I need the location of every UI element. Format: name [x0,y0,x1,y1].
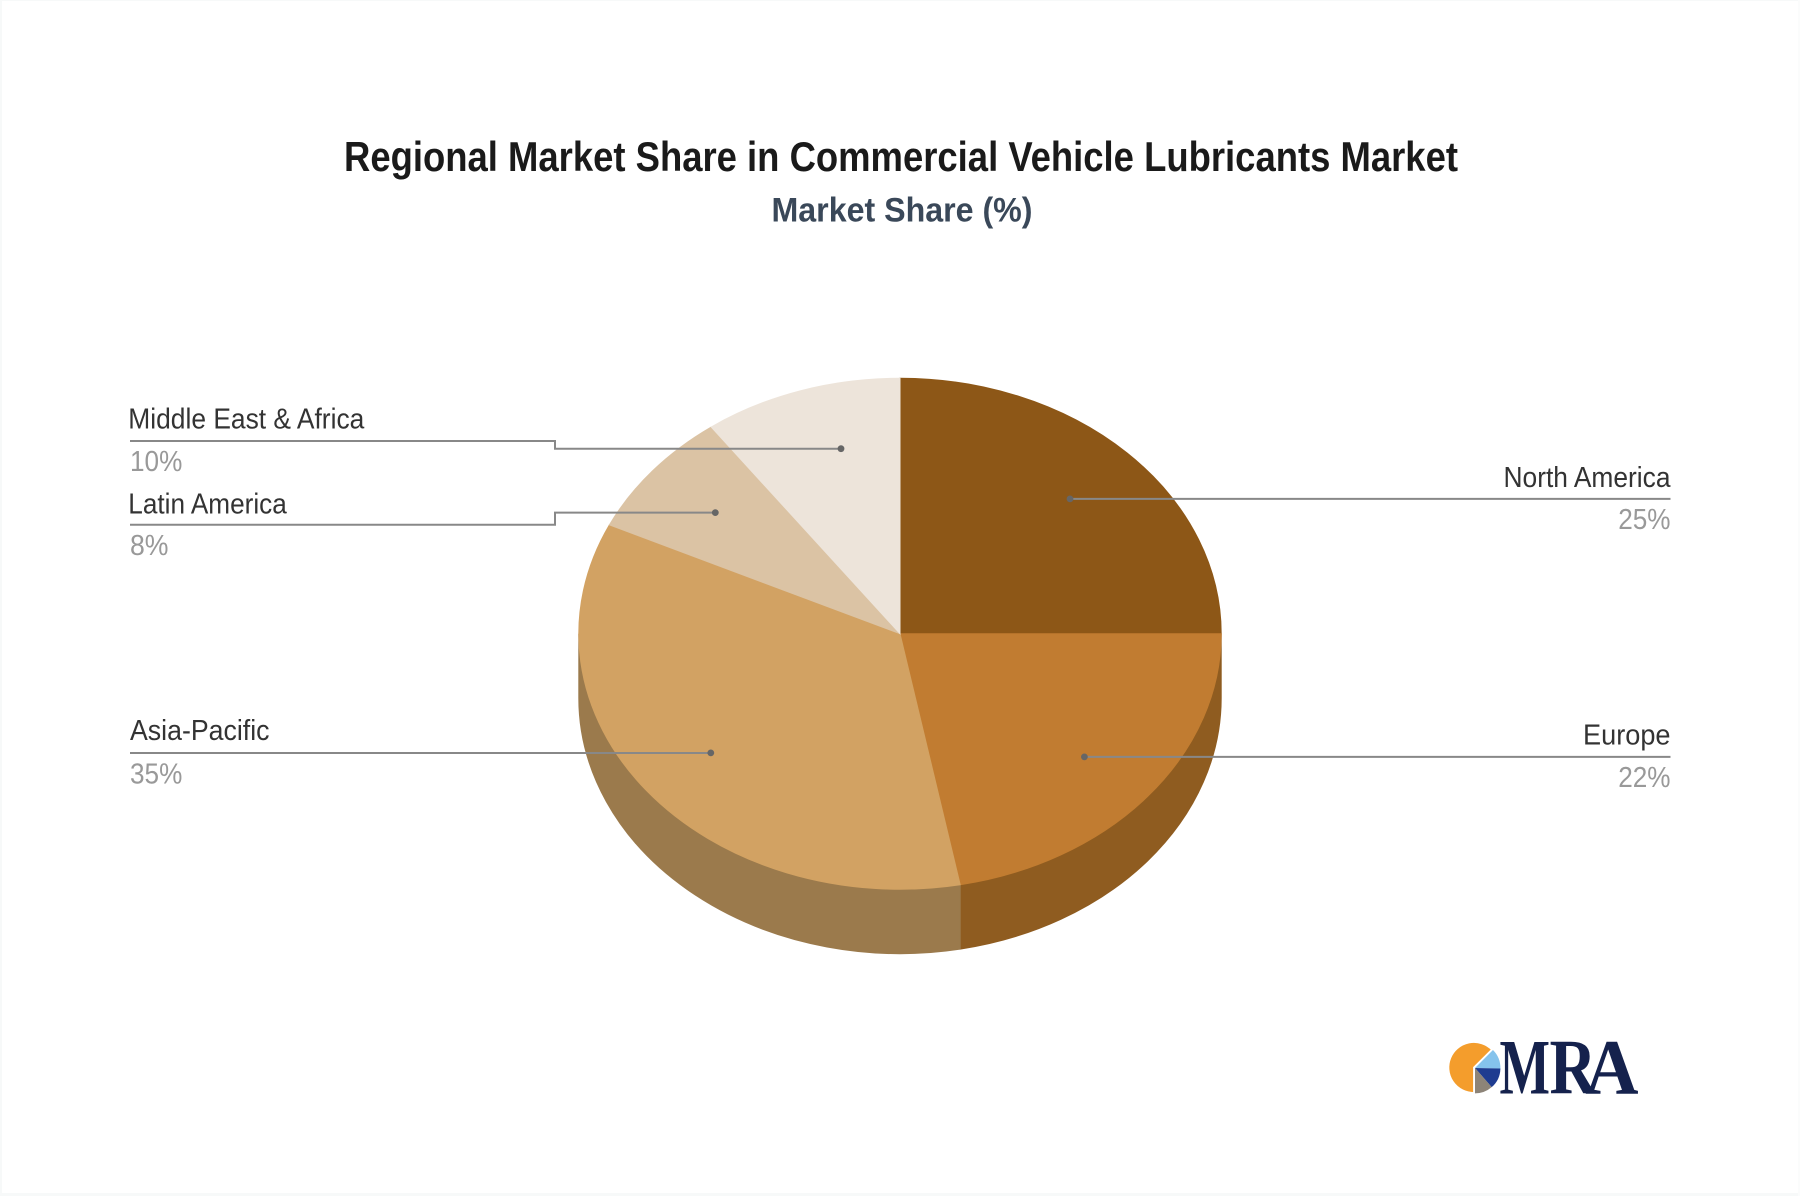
svg-text:22%: 22% [1618,762,1670,794]
svg-text:25%: 25% [1618,504,1670,536]
svg-text:Regional Market Share in Comme: Regional Market Share in Commercial Vehi… [344,133,1458,180]
svg-text:Market Share (%): Market Share (%) [772,191,1033,229]
svg-text:35%: 35% [130,758,182,790]
svg-text:Europe: Europe [1583,719,1671,751]
svg-text:A: A [1585,1024,1639,1111]
svg-text:M: M [1500,1024,1551,1111]
svg-text:Latin America: Latin America [128,489,287,521]
svg-text:R: R [1550,1024,1598,1111]
svg-text:Middle East & Africa: Middle East & Africa [128,404,365,436]
svg-text:Asia-Pacific: Asia-Pacific [130,715,270,747]
svg-text:10%: 10% [130,446,182,478]
svg-text:North America: North America [1504,462,1672,494]
svg-text:8%: 8% [130,530,169,562]
